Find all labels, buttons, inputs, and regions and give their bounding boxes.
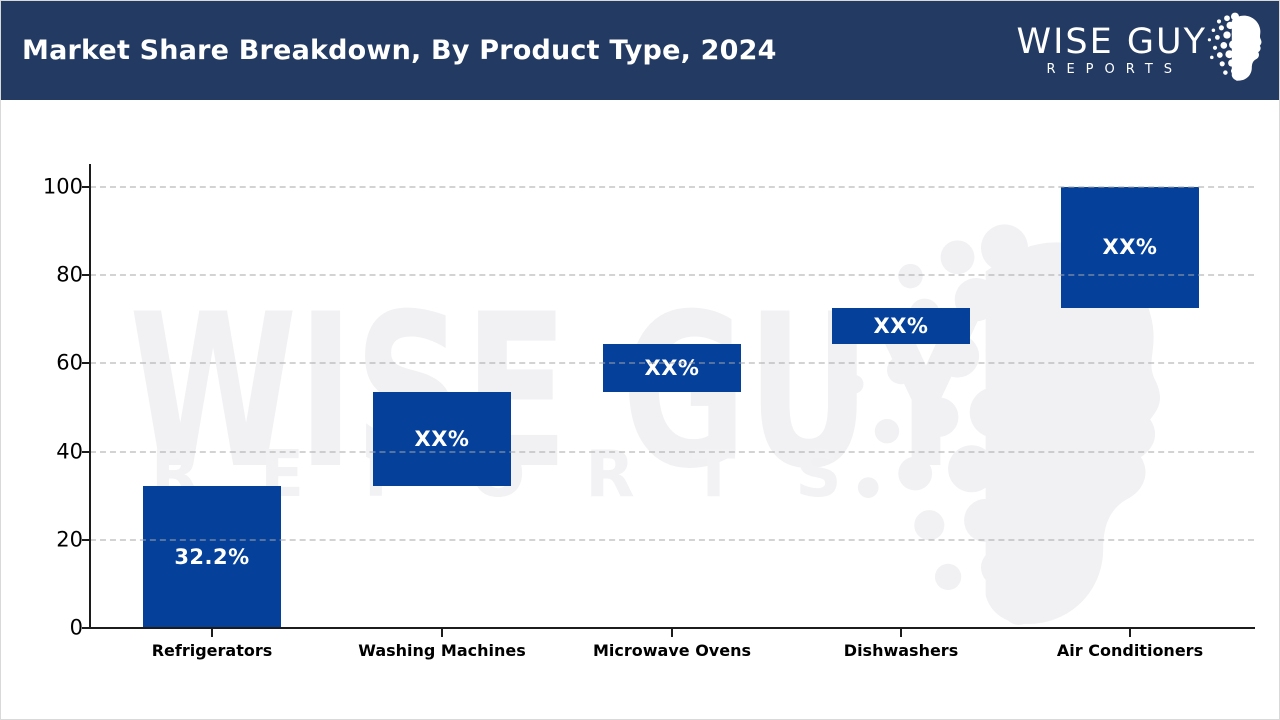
x-tick-washing-machines bbox=[441, 629, 443, 637]
gridline-40 bbox=[90, 450, 1254, 453]
chart-title: Market Share Breakdown, By Product Type,… bbox=[22, 35, 777, 66]
y-tick-label-20: 20 bbox=[56, 527, 83, 552]
y-tick-100 bbox=[82, 186, 90, 188]
bar-air-conditioners: XX% bbox=[1061, 187, 1199, 308]
bar-refrigerators: 32.2% bbox=[143, 485, 281, 628]
x-axis-spine bbox=[88, 627, 1255, 629]
y-tick-40 bbox=[82, 450, 90, 453]
x-tick-microwave-ovens bbox=[671, 629, 673, 637]
x-tick-dishwashers bbox=[900, 629, 902, 637]
x-label-dishwashers: Dishwashers bbox=[843, 641, 959, 660]
y-tick-label-100: 100 bbox=[42, 174, 83, 199]
gridline-80 bbox=[90, 274, 1254, 277]
bar-microwave-ovens: XX% bbox=[603, 343, 741, 393]
bar-value-label-dishwashers: XX% bbox=[873, 313, 929, 338]
bar-value-label-refrigerators: 32.2% bbox=[174, 544, 250, 569]
gridline-60 bbox=[90, 362, 1254, 365]
x-label-microwave-ovens: Microwave Ovens bbox=[593, 641, 751, 660]
bar-dishwashers: XX% bbox=[832, 307, 970, 344]
header: Market Share Breakdown, By Product Type,… bbox=[1, 1, 1279, 100]
bar-washing-machines: XX% bbox=[373, 392, 511, 486]
gridline-100 bbox=[90, 186, 1254, 188]
logo-subtext: REPORTS bbox=[1046, 61, 1184, 77]
bar-value-label-air-conditioners: XX% bbox=[1102, 235, 1158, 260]
logo-wordmark: WISE GUY bbox=[1016, 22, 1207, 63]
y-tick-label-0: 0 bbox=[69, 615, 83, 640]
wise-guy-logo: WISE GUY REPORTS bbox=[1016, 9, 1279, 93]
y-tick-80 bbox=[82, 274, 90, 277]
bar-value-label-microwave-ovens: XX% bbox=[644, 356, 700, 381]
y-tick-60 bbox=[82, 362, 90, 365]
logo-head-icon bbox=[1207, 12, 1262, 81]
y-tick-label-40: 40 bbox=[56, 438, 83, 463]
bar-value-label-washing-machines: XX% bbox=[414, 427, 470, 452]
y-tick-label-60: 60 bbox=[56, 350, 83, 375]
x-tick-refrigerators bbox=[211, 629, 213, 637]
logo-text: WISE GUY REPORTS bbox=[1016, 24, 1207, 77]
x-label-refrigerators: Refrigerators bbox=[151, 641, 273, 660]
y-tick-label-80: 80 bbox=[56, 262, 83, 287]
gridline-20 bbox=[90, 538, 1254, 541]
y-tick-0 bbox=[82, 627, 90, 629]
plot-area: WISE GUY REPORTS 0 20 40 60 80 100 32.2% Refrig… bbox=[1, 100, 1279, 719]
y-axis-spine bbox=[89, 164, 91, 629]
y-tick-20 bbox=[82, 538, 90, 541]
x-label-washing-machines: Washing Machines bbox=[358, 641, 526, 660]
x-label-air-conditioners: Air Conditioners bbox=[1056, 641, 1204, 660]
x-tick-air-conditioners bbox=[1129, 629, 1131, 637]
